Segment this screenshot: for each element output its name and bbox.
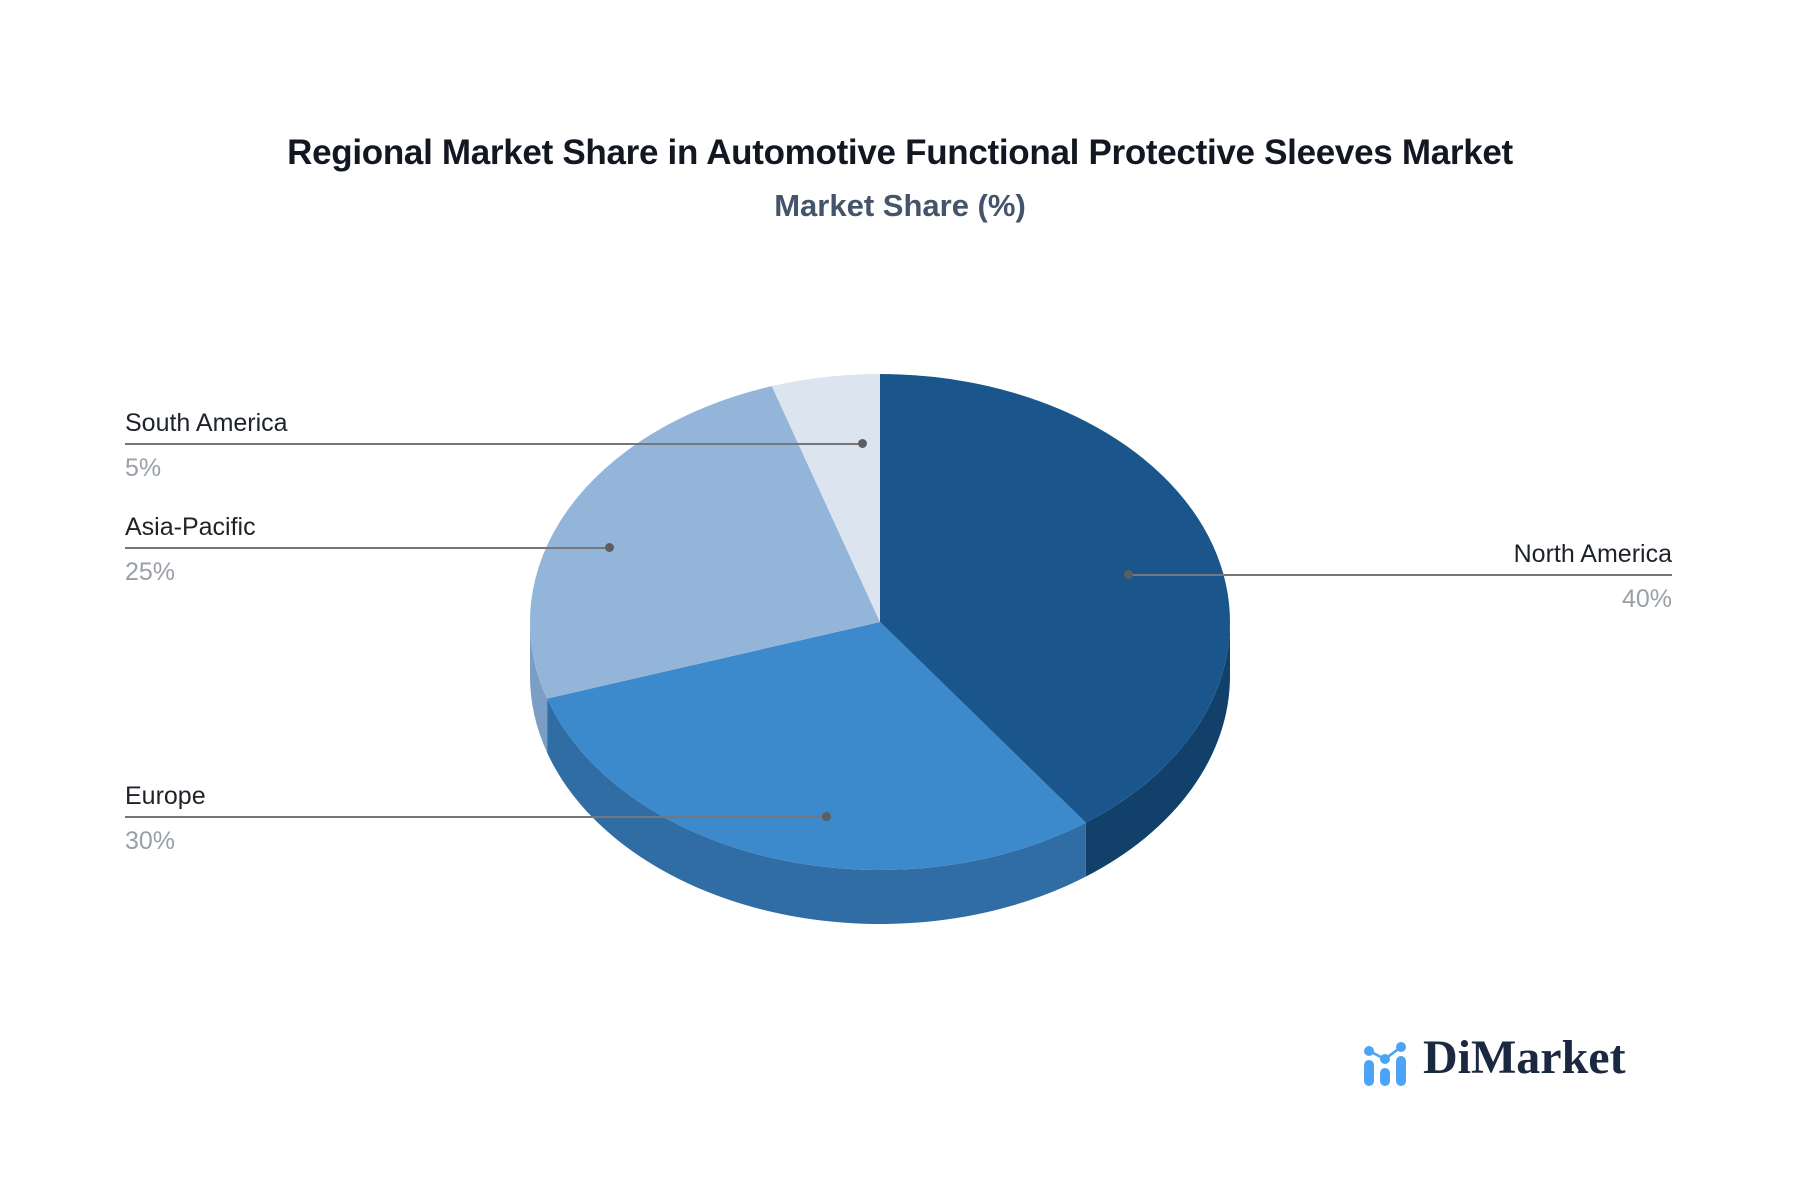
leader-line-south-america <box>125 439 867 448</box>
leader-line-europe <box>125 812 831 821</box>
callout-south-america: South America 5% <box>125 406 867 485</box>
leader-dot-icon <box>822 812 831 821</box>
slice-label-south-america: South America <box>125 409 288 437</box>
leader-dot-icon <box>605 543 614 552</box>
mini-bar-chart-icon <box>1364 1042 1406 1086</box>
chart-subtitle: Market Share (%) <box>774 188 1026 223</box>
slice-value-south-america: 5% <box>125 454 162 482</box>
leader-line-asia-pacific <box>125 543 614 552</box>
brand-name: DiMarket <box>1423 1031 1626 1084</box>
slice-value-europe: 30% <box>125 827 176 855</box>
slice-label-north-america: North America <box>1513 540 1672 568</box>
brand-logo: DiMarket <box>1363 1030 1626 1086</box>
slice-label-asia-pacific: Asia-Pacific <box>125 513 256 541</box>
slice-value-asia-pacific: 25% <box>125 558 176 586</box>
callout-asia-pacific: Asia-Pacific 25% <box>125 510 614 589</box>
leader-dot-icon <box>1124 570 1133 579</box>
callout-north-america: North America 40% <box>1124 537 1672 616</box>
slice-label-europe: Europe <box>125 782 206 810</box>
leader-line-north-america <box>1124 570 1672 579</box>
leader-dot-icon <box>858 439 867 448</box>
slice-value-north-america: 40% <box>1621 585 1672 613</box>
chart-title: Regional Market Share in Automotive Func… <box>287 133 1513 172</box>
callout-europe: Europe 30% <box>125 779 831 858</box>
